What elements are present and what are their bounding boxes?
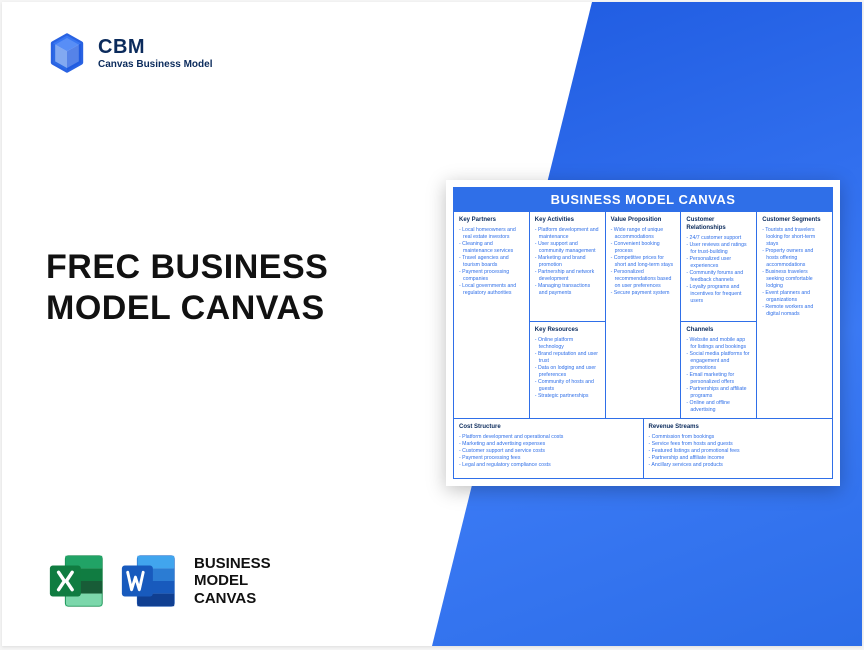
list-item: - User reviews and ratings for trust-bui… [686, 242, 751, 256]
list-item: - Featured listings and promotional fees [649, 448, 828, 455]
cell-revenue-streams: Revenue Streams - Commission from bookin… [644, 419, 834, 479]
list-item: - Email marketing for personalized offer… [686, 372, 751, 386]
list-item: - Local homeowners and real estate inves… [459, 227, 524, 241]
list-item: - Remote workers and digital nomads [762, 304, 827, 318]
list-item: - Partnership and affiliate income [649, 455, 828, 462]
list-item: - Online and offline advertising [686, 400, 751, 414]
list-item: - Property owners and hosts offering acc… [762, 248, 827, 269]
cell-key-activities: Key Activities - Platform development an… [530, 212, 606, 322]
brand-name: CBM [98, 36, 212, 59]
list-item: - Marketing and brand promotion [535, 255, 600, 269]
list-item: - Service fees from hosts and guests [649, 441, 828, 448]
word-icon [118, 550, 180, 612]
list-item: - Managing transactions and payments [535, 283, 600, 297]
list-item: - Data on lodging and user preferences [535, 365, 600, 379]
hex-logo-icon [46, 32, 88, 74]
list-item: - Social media platforms for engagement … [686, 351, 751, 372]
page: CBM Canvas Business Model FREC BUSINESS … [2, 2, 862, 646]
list-item: - Wide range of unique accommodations [611, 227, 676, 241]
list-item: - Strategic partnerships [535, 393, 600, 400]
cell-cost-structure: Cost Structure - Platform development an… [454, 419, 644, 479]
list-item: - Online platform technology [535, 337, 600, 351]
list-item: - Tourists and travelers looking for sho… [762, 227, 827, 248]
list-item: - Ancillary services and products [649, 462, 828, 469]
list-item: - Platform development and operational c… [459, 434, 638, 441]
list-item: - Personalized recommendations based on … [611, 269, 676, 290]
list-item: - Loyalty programs and incentives for fr… [686, 284, 751, 305]
list-item: - Partnerships and affiliate programs [686, 386, 751, 400]
list-item: - Commission from bookings [649, 434, 828, 441]
list-item: - User support and community management [535, 241, 600, 255]
list-item: - Personalized user experiences [686, 256, 751, 270]
list-item: - Legal and regulatory compliance costs [459, 462, 638, 469]
brand-logo: CBM Canvas Business Model [46, 32, 212, 74]
list-item: - Payment processing fees [459, 455, 638, 462]
brand-subtitle: Canvas Business Model [98, 59, 212, 70]
list-item: - Marketing and advertising expenses [459, 441, 638, 448]
list-item: - Partnership and network development [535, 269, 600, 283]
list-item: - Payment processing companies [459, 269, 524, 283]
list-item: - Platform development and maintenance [535, 227, 600, 241]
list-item: - Community of hosts and guests [535, 379, 600, 393]
cell-value-proposition: Value Proposition - Wide range of unique… [606, 212, 682, 419]
excel-icon [46, 550, 108, 612]
canvas-grid-top: Key Partners - Local homeowners and real… [453, 212, 833, 419]
list-item: - Website and mobile app for listings an… [686, 337, 751, 351]
list-item: - 24/7 customer support [686, 235, 751, 242]
page-title: FREC BUSINESS MODEL CANVAS [46, 247, 328, 329]
cell-customer-segments: Customer Segments - Tourists and travele… [757, 212, 833, 419]
list-item: - Competitive prices for short and long-… [611, 255, 676, 269]
cell-key-partners: Key Partners - Local homeowners and real… [454, 212, 530, 419]
canvas-preview: BUSINESS MODEL CANVAS Key Partners - Loc… [446, 180, 840, 486]
list-item: - Secure payment system [611, 290, 676, 297]
list-item: - Business travelers seeking comfortable… [762, 269, 827, 290]
title-line-1: FREC BUSINESS [46, 247, 328, 288]
list-item: - Cleaning and maintenance services [459, 241, 524, 255]
list-item: - Travel agencies and tourism boards [459, 255, 524, 269]
cell-channels: Channels - Website and mobile app for li… [681, 322, 757, 419]
canvas-title: BUSINESS MODEL CANVAS [453, 187, 833, 212]
file-format-icons: BUSINESS MODEL CANVAS [46, 550, 271, 612]
list-item: - Event planners and organizations [762, 290, 827, 304]
list-item: - Convenient booking process [611, 241, 676, 255]
title-line-2: MODEL CANVAS [46, 288, 328, 329]
list-item: - Community forums and feedback channels [686, 270, 751, 284]
list-item: - Customer support and service costs [459, 448, 638, 455]
canvas-grid-bottom: Cost Structure - Platform development an… [453, 419, 833, 479]
file-format-label: BUSINESS MODEL CANVAS [194, 555, 271, 607]
cell-key-resources: Key Resources - Online platform technolo… [530, 322, 606, 419]
cell-customer-relationships: Customer Relationships - 24/7 customer s… [681, 212, 757, 322]
list-item: - Brand reputation and user trust [535, 351, 600, 365]
list-item: - Local governments and regulatory autho… [459, 283, 524, 297]
